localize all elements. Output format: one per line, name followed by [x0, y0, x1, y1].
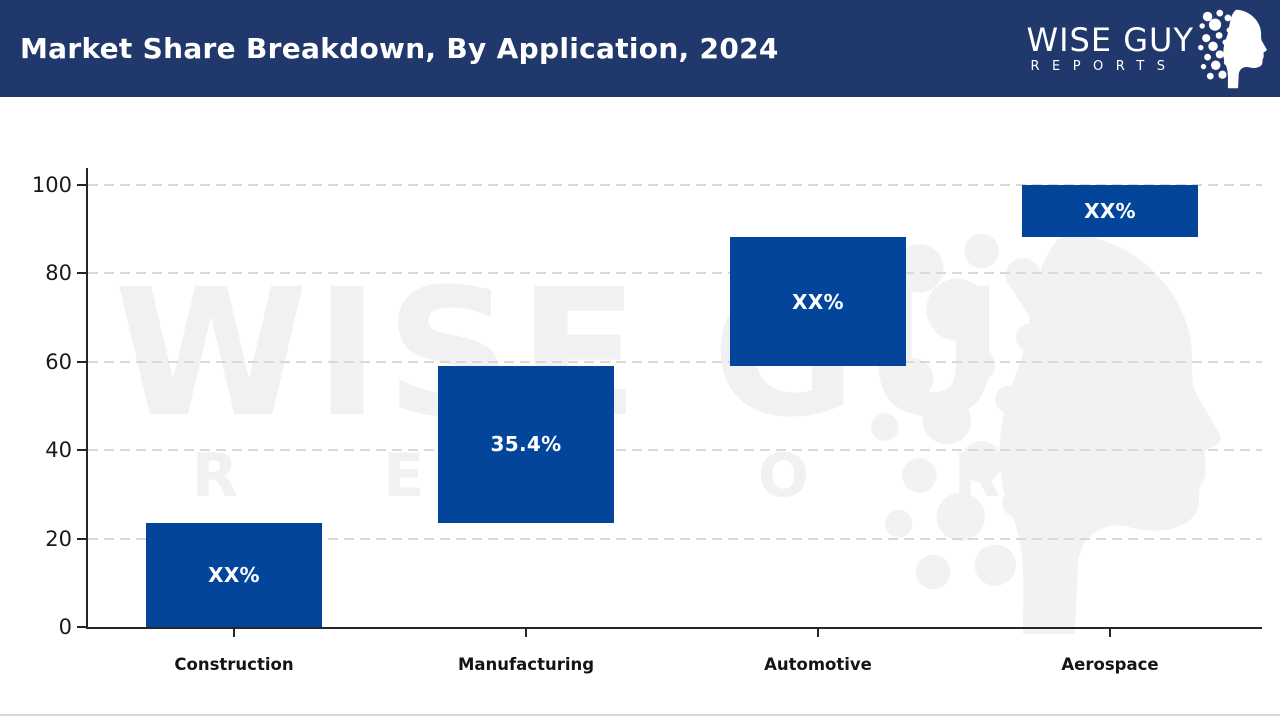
bar: XX% [730, 237, 906, 367]
y-tick-label: 60 [45, 349, 72, 374]
header-bar: Market Share Breakdown, By Application, … [0, 0, 1280, 97]
bar: XX% [146, 522, 322, 627]
y-axis-tick [77, 184, 86, 186]
y-tick-label: 0 [58, 615, 72, 639]
gridline [88, 360, 1262, 363]
y-tick-label: 20 [45, 526, 72, 551]
y-tick-label: 40 [45, 438, 72, 463]
y-axis-tick [77, 626, 86, 628]
y-tick-label: 100 [31, 173, 72, 197]
gridline [88, 184, 1262, 186]
brand-text: WISE GUY REPORTS [1026, 24, 1194, 73]
y-axis-tick [77, 272, 86, 275]
gridline [88, 272, 1262, 275]
x-axis-tick [1109, 629, 1111, 637]
report-title: Market Share Breakdown, By Application, … [20, 32, 779, 65]
brand-subtitle: REPORTS [1030, 59, 1178, 74]
bar-value-label: XX% [792, 289, 844, 314]
y-tick-label: 80 [45, 261, 72, 286]
plot-area: 0 20 40 60 80 100 XX% Construction 35.4% Manufact… [32, 160, 1262, 674]
gridline [88, 449, 1262, 452]
x-axis-tick [525, 629, 527, 637]
y-axis-tick [77, 449, 86, 452]
y-axis-tick [77, 360, 86, 363]
x-axis-tick [233, 629, 235, 637]
x-axis-line [86, 627, 1262, 629]
wise-guy-head-icon [1198, 9, 1267, 88]
bottom-border [0, 714, 1280, 716]
x-tick-label: Manufacturing [457, 655, 595, 674]
x-tick-label: Automotive [764, 655, 872, 674]
y-axis-line [86, 168, 88, 629]
brand-name: WISE GUY [1026, 21, 1194, 59]
brand-logo: WISE GUY REPORTS [1026, 7, 1272, 91]
bar-value-label: XX% [1084, 199, 1136, 224]
bar-value-label: 35.4% [490, 432, 562, 457]
x-tick-label: Aerospace [1061, 655, 1159, 674]
bar-value-label: XX% [208, 562, 260, 587]
gridline [88, 537, 1262, 540]
bar: 35.4% [438, 366, 614, 523]
x-axis-tick [817, 629, 819, 637]
bar: XX% [1022, 185, 1198, 238]
y-axis-tick [77, 537, 86, 540]
x-tick-label: Construction [174, 655, 294, 674]
